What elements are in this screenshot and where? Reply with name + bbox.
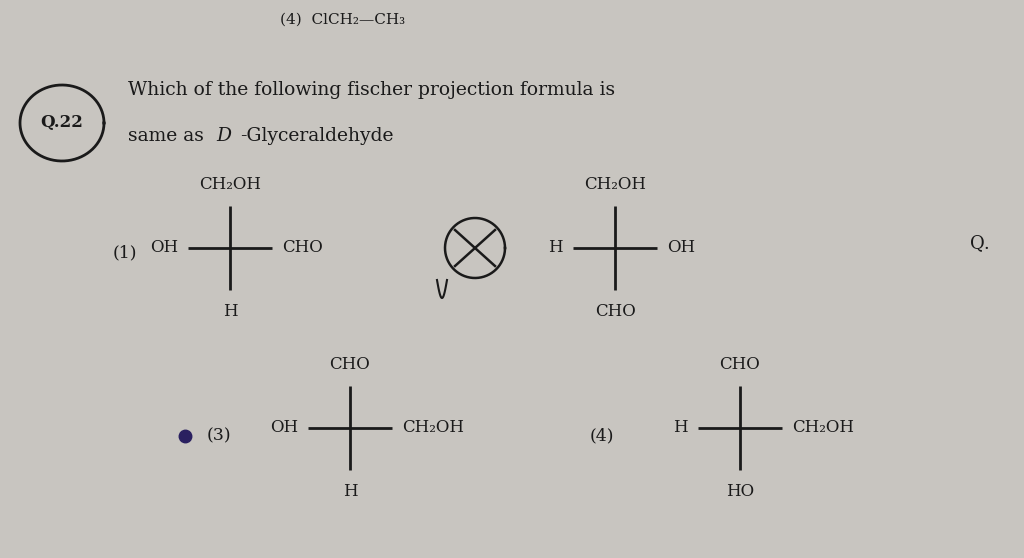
Text: CHO: CHO	[720, 356, 761, 373]
Text: H: H	[674, 420, 688, 436]
Text: CH₂OH: CH₂OH	[199, 176, 261, 193]
Text: Which of the following fischer projection formula is: Which of the following fischer projectio…	[128, 81, 615, 99]
Text: (4)  ClCH₂—CH₃: (4) ClCH₂—CH₃	[280, 13, 406, 27]
Text: OH: OH	[150, 239, 178, 257]
Text: Q.: Q.	[971, 234, 990, 252]
Text: HO: HO	[726, 483, 754, 500]
Text: H: H	[343, 483, 357, 500]
Text: -Glyceraldehyde: -Glyceraldehyde	[240, 127, 393, 145]
Text: D: D	[216, 127, 231, 145]
Text: CH₂OH: CH₂OH	[792, 420, 854, 436]
Text: (3): (3)	[207, 427, 231, 445]
Text: CH₂OH: CH₂OH	[584, 176, 646, 193]
Text: H: H	[549, 239, 563, 257]
Text: same as: same as	[128, 127, 210, 145]
Text: CHO: CHO	[282, 239, 323, 257]
Text: CH₂OH: CH₂OH	[402, 420, 464, 436]
Text: CHO: CHO	[595, 303, 635, 320]
Text: (1): (1)	[113, 244, 137, 262]
Text: (4): (4)	[590, 427, 614, 445]
Text: CHO: CHO	[330, 356, 371, 373]
Text: OH: OH	[667, 239, 695, 257]
Text: OH: OH	[270, 420, 298, 436]
Text: H: H	[222, 303, 238, 320]
Text: Q.22: Q.22	[41, 113, 83, 131]
